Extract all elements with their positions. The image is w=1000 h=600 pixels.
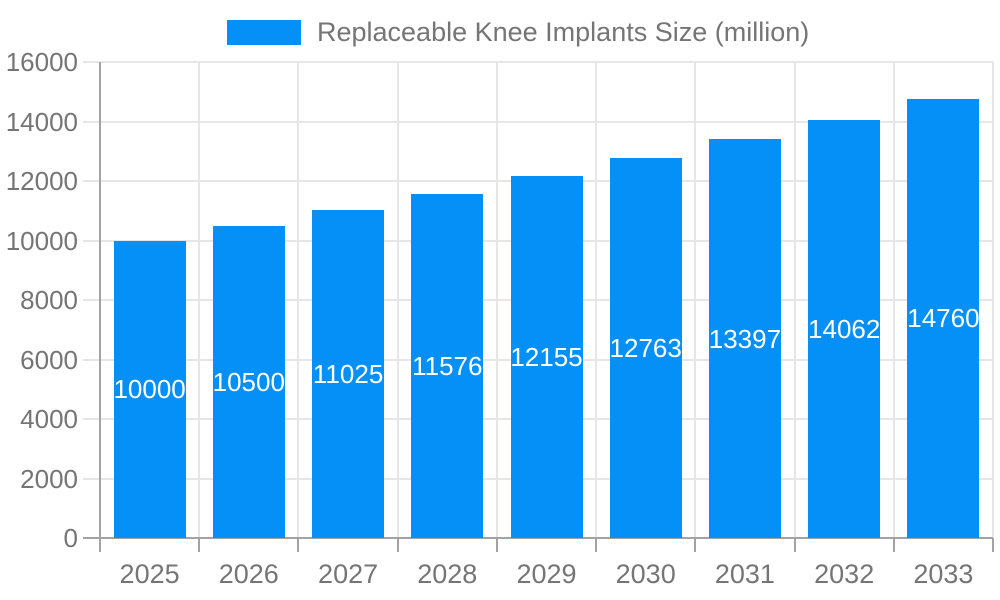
gridline-horizontal xyxy=(83,61,993,63)
x-axis-tick-label: 2025 xyxy=(119,559,180,589)
bar-2031[interactable] xyxy=(708,139,781,538)
gridline-vertical xyxy=(892,62,895,538)
x-axis-tick-label: 2031 xyxy=(714,559,775,589)
gridline-vertical xyxy=(595,62,598,538)
chart-legend[interactable]: Replaceable Knee Implants Size (million) xyxy=(227,19,809,46)
gridline-vertical xyxy=(396,62,399,538)
x-axis-tick-label: 2033 xyxy=(913,559,974,589)
bar-value-label: 11025 xyxy=(312,359,384,389)
x-axis-tick xyxy=(495,538,498,552)
bar-value-label: 14062 xyxy=(808,313,881,344)
x-axis-tick xyxy=(892,538,895,552)
gridline-vertical xyxy=(694,62,697,538)
x-axis-tick-label: 2030 xyxy=(615,559,676,589)
y-axis-tick-label: 12000 xyxy=(5,166,78,196)
bar-value-label: 10000 xyxy=(113,374,186,405)
bar-value-label: 10500 xyxy=(212,366,285,397)
x-axis-tick xyxy=(992,538,994,552)
bar-2032[interactable] xyxy=(808,119,881,538)
x-axis-tick xyxy=(297,538,300,552)
bar-2028[interactable] xyxy=(411,193,484,538)
y-axis-tick-label: 10000 xyxy=(5,225,78,256)
y-axis-tick-label: 16000 xyxy=(5,47,78,77)
x-axis-tick-label: 2032 xyxy=(814,559,875,589)
x-axis-tick xyxy=(198,538,201,552)
legend-color-swatch xyxy=(227,20,301,45)
bar-2027[interactable] xyxy=(312,210,385,538)
x-axis-tick-label: 2028 xyxy=(417,559,478,589)
y-axis-tick-label: 2000 xyxy=(20,463,78,494)
gridline-vertical xyxy=(793,62,796,538)
bar-2025[interactable] xyxy=(113,240,186,538)
legend-label: Replaceable Knee Implants Size (million) xyxy=(317,17,810,47)
x-axis-tick-label: 2026 xyxy=(218,559,279,589)
x-axis-tick xyxy=(595,538,598,552)
x-axis-tick xyxy=(99,538,101,552)
y-axis-tick-label: 8000 xyxy=(20,285,78,315)
bar-value-label: 11576 xyxy=(412,350,483,381)
y-axis-tick-label: 14000 xyxy=(5,106,78,137)
bar-2030[interactable] xyxy=(609,158,682,538)
x-axis-tick-label: 2029 xyxy=(516,559,577,589)
bar-value-label: 14760 xyxy=(907,303,980,334)
y-axis-tick-label: 6000 xyxy=(20,344,78,375)
y-axis-tick-label: 4000 xyxy=(20,404,78,434)
gridline-horizontal xyxy=(83,120,993,123)
bar-2033[interactable] xyxy=(907,98,980,538)
x-axis-tick xyxy=(694,538,697,552)
y-axis-line xyxy=(99,62,101,538)
gridline-vertical xyxy=(495,62,498,538)
y-axis-tick-label: 0 xyxy=(63,523,78,553)
bar-2029[interactable] xyxy=(510,176,583,538)
bar-value-label: 13397 xyxy=(708,323,782,354)
gridline-vertical xyxy=(198,62,201,538)
x-axis-line xyxy=(83,537,993,539)
gridline-vertical xyxy=(297,62,300,538)
x-axis-tick xyxy=(793,538,796,552)
bar-2026[interactable] xyxy=(212,225,285,538)
bar-value-label: 12155 xyxy=(510,342,583,373)
x-axis-tick xyxy=(396,538,399,552)
gridline-vertical xyxy=(992,62,994,538)
x-axis-tick-label: 2027 xyxy=(318,559,379,589)
bar-value-label: 12763 xyxy=(609,333,682,364)
